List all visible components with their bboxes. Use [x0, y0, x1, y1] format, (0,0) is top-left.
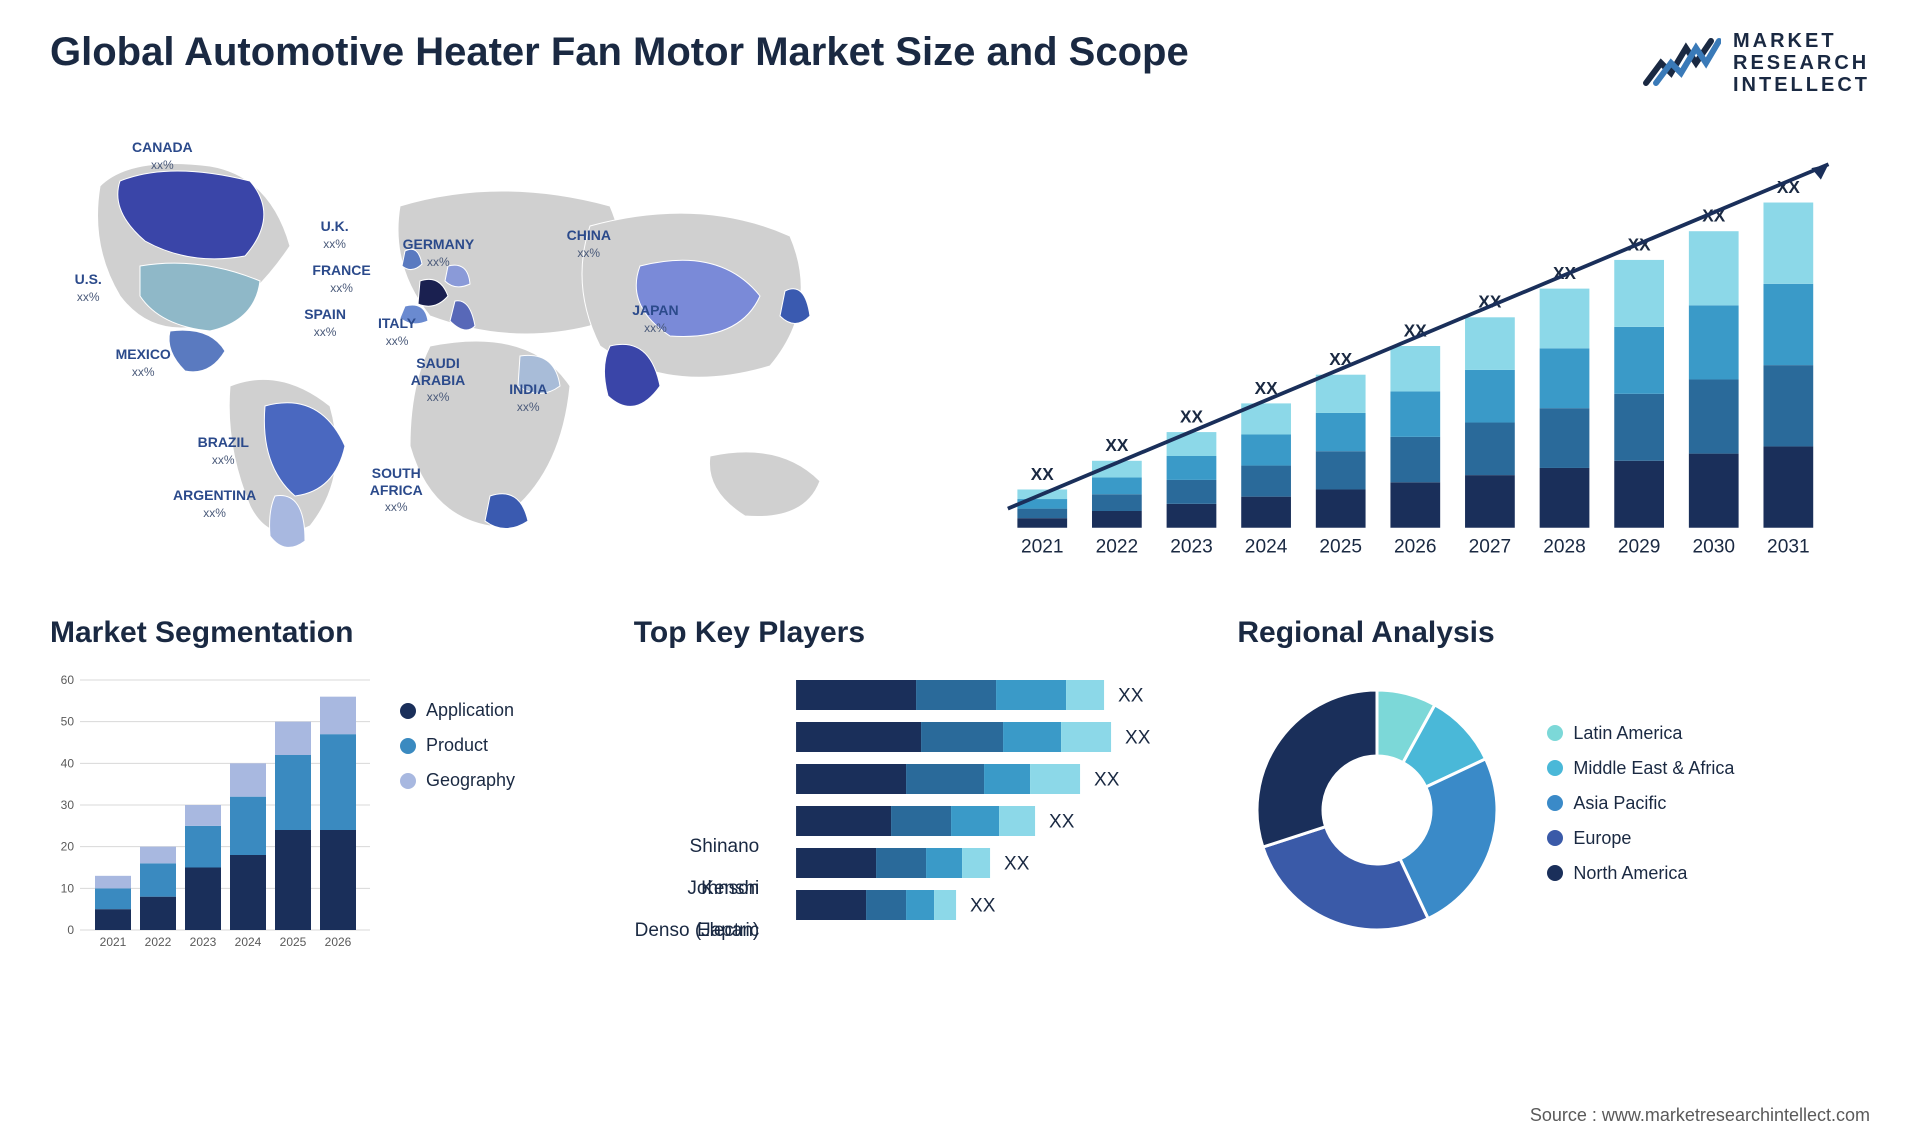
svg-text:2026: 2026 [325, 935, 352, 949]
map-label-argentina: ARGENTINAxx% [173, 487, 256, 521]
segmentation-title: Market Segmentation [50, 616, 584, 650]
world-map-panel: CANADAxx% U.S.xx% MEXICOxx% BRAZILxx% ARGENT… [50, 126, 870, 566]
regional-legend-item: Middle East & Africa [1547, 758, 1734, 779]
svg-text:2028: 2028 [1543, 537, 1586, 558]
regional-legend-item: Europe [1547, 828, 1734, 849]
player-name [634, 700, 775, 742]
page-title: Global Automotive Heater Fan Motor Marke… [50, 30, 1189, 75]
map-label-saudi: SAUDIARABIAxx% [411, 355, 465, 405]
logo-line1: MARKET [1733, 30, 1870, 52]
regional-legend-item: Asia Pacific [1547, 793, 1734, 814]
svg-text:2021: 2021 [1021, 537, 1064, 558]
growth-chart-svg: XXXXXXXXXXXXXXXXXXXXXX 20212022202320242… [930, 126, 1870, 566]
svg-text:2022: 2022 [1096, 537, 1139, 558]
svg-text:XX: XX [1004, 854, 1030, 875]
svg-text:XX: XX [1049, 812, 1075, 833]
svg-text:2027: 2027 [1469, 537, 1512, 558]
segmentation-chart-svg: 0 10 20 30 40 50 60 2021 2022 2023 2024 2025 2026 [50, 670, 380, 960]
map-label-safrica: SOUTHAFRICAxx% [370, 465, 423, 515]
brand-logo: MARKET RESEARCH INTELLECT [1641, 30, 1870, 96]
map-label-china: CHINAxx% [567, 227, 611, 261]
map-label-brazil: BRAZILxx% [198, 434, 249, 468]
svg-text:XX: XX [1094, 770, 1120, 791]
regional-legend-item: Latin America [1547, 723, 1734, 744]
segmentation-panel: Market Segmentation 0 10 20 30 40 50 60 2021 20… [50, 616, 584, 960]
player-name [634, 784, 775, 826]
regional-donut-svg [1237, 670, 1517, 950]
segmentation-legend-item: Product [400, 735, 515, 756]
svg-text:20: 20 [61, 840, 75, 854]
regional-title: Regional Analysis [1237, 616, 1870, 650]
players-panel: Top Key Players Shinano KenshiJohnson El… [634, 616, 1188, 960]
map-label-us: U.S.xx% [75, 271, 102, 305]
svg-text:30: 30 [61, 798, 75, 812]
svg-text:XX: XX [1031, 464, 1054, 484]
segmentation-legend-item: Application [400, 700, 515, 721]
svg-text:2022: 2022 [145, 935, 172, 949]
svg-text:2029: 2029 [1618, 537, 1661, 558]
player-name: Denso (Japan) [634, 910, 775, 952]
map-label-italy: ITALYxx% [378, 315, 416, 349]
svg-text:2024: 2024 [235, 935, 262, 949]
player-name: Shinano Kenshi [634, 826, 775, 868]
segmentation-legend: Application Product Geography [400, 700, 515, 805]
svg-text:XX: XX [1125, 728, 1151, 749]
svg-text:2025: 2025 [280, 935, 307, 949]
players-title: Top Key Players [634, 616, 1188, 650]
logo-line3: INTELLECT [1733, 74, 1870, 96]
svg-text:2030: 2030 [1692, 537, 1735, 558]
map-label-spain: SPAINxx% [304, 306, 346, 340]
regional-legend: Latin America Middle East & Africa Asia Pa… [1547, 723, 1734, 898]
svg-text:2026: 2026 [1394, 537, 1437, 558]
players-labels: Shinano KenshiJohnson ElectricDenso (Jap… [634, 670, 775, 960]
logo-icon [1641, 33, 1721, 93]
map-label-mexico: MEXICOxx% [116, 346, 171, 380]
svg-text:XX: XX [1180, 407, 1203, 427]
svg-text:50: 50 [61, 715, 75, 729]
map-label-france: FRANCExx% [312, 262, 370, 296]
svg-text:2023: 2023 [1170, 537, 1213, 558]
players-chart-svg: XXXXXXXXXXXX [775, 670, 1187, 960]
svg-text:2031: 2031 [1767, 537, 1810, 558]
map-label-germany: GERMANYxx% [403, 236, 475, 270]
regional-legend-item: North America [1547, 863, 1734, 884]
svg-text:2021: 2021 [100, 935, 127, 949]
growth-chart-panel: XXXXXXXXXXXXXXXXXXXXXX 20212022202320242… [930, 126, 1870, 566]
svg-text:2023: 2023 [190, 935, 217, 949]
map-label-uk: U.K.xx% [321, 218, 349, 252]
source-text: Source : www.marketresearchintellect.com [1530, 1105, 1870, 1126]
svg-text:2025: 2025 [1319, 537, 1362, 558]
svg-text:2024: 2024 [1245, 537, 1288, 558]
player-name: Johnson Electric [634, 868, 775, 910]
logo-line2: RESEARCH [1733, 52, 1870, 74]
svg-text:60: 60 [61, 673, 75, 687]
map-label-canada: CANADAxx% [132, 139, 193, 173]
regional-panel: Regional Analysis Latin America Middle Ea… [1237, 616, 1870, 960]
svg-text:XX: XX [1105, 435, 1128, 455]
map-label-japan: JAPANxx% [632, 302, 678, 336]
map-label-india: INDIAxx% [509, 381, 547, 415]
svg-text:40: 40 [61, 756, 75, 770]
svg-text:10: 10 [61, 881, 75, 895]
svg-text:XX: XX [1118, 686, 1144, 707]
player-name [634, 742, 775, 784]
svg-text:0: 0 [67, 923, 74, 937]
svg-text:XX: XX [970, 896, 996, 917]
segmentation-legend-item: Geography [400, 770, 515, 791]
